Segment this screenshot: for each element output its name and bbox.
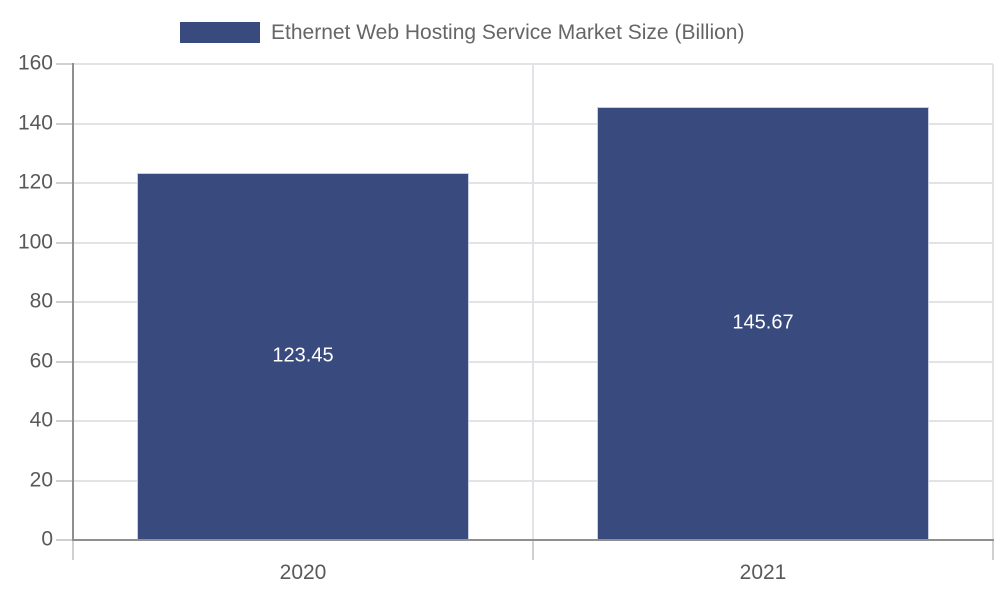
bar [137, 172, 469, 540]
y-axis-tick [56, 182, 72, 184]
y-axis-tick [56, 479, 72, 482]
y-axis-tick [56, 301, 72, 303]
y-tick-label: 140 [17, 111, 53, 135]
legend-swatch [180, 22, 260, 43]
x-axis-tick [992, 540, 994, 560]
y-axis-tick [56, 539, 72, 541]
y-axis-tick [56, 360, 72, 363]
x-axis-tick [532, 540, 534, 560]
x-axis-line [72, 539, 994, 541]
x-tick-label: 2021 [739, 561, 787, 584]
y-tick-label: 160 [17, 51, 53, 75]
x-gridline [992, 64, 994, 540]
bar-value-label: 123.45 [272, 344, 334, 367]
y-axis-tick [56, 241, 72, 244]
legend: Ethernet Web Hosting Service Market Size… [180, 20, 744, 45]
x-gridline [532, 64, 534, 540]
bar [597, 106, 929, 540]
legend-label: Ethernet Web Hosting Service Market Size… [271, 20, 745, 44]
y-axis-line [72, 63, 74, 540]
y-tick-label: 80 [29, 289, 53, 313]
plot-area: 0 20 40 60 80 100 120 140 160 123.45 2020 145.67 202… [18, 52, 994, 584]
y-tick-label: 0 [41, 527, 53, 551]
x-tick-label: 2020 [279, 561, 327, 584]
y-tick-label: 20 [29, 468, 53, 492]
bar-value-label: 145.67 [732, 311, 794, 334]
y-axis-tick [56, 63, 72, 65]
y-tick-label: 60 [29, 349, 53, 373]
y-tick-label: 100 [17, 230, 53, 254]
y-axis-tick [56, 122, 72, 125]
x-axis-tick [72, 540, 74, 560]
y-axis-tick [56, 420, 72, 422]
y-tick-label: 120 [17, 170, 53, 194]
y-tick-label: 40 [29, 408, 53, 432]
